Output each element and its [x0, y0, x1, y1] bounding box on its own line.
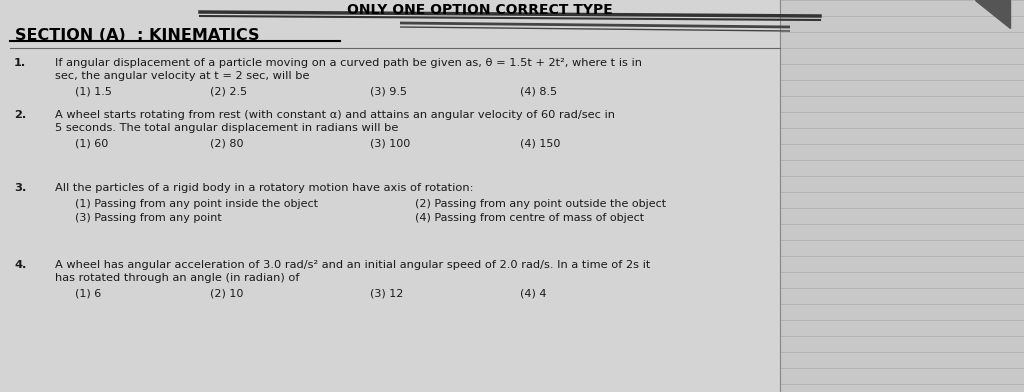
- Text: (1) 6: (1) 6: [75, 288, 101, 298]
- Text: 1.: 1.: [14, 58, 27, 68]
- Text: (3) 9.5: (3) 9.5: [370, 86, 407, 96]
- Bar: [780, 0, 1024, 392]
- Text: (4) 4: (4) 4: [520, 288, 547, 298]
- Text: 2.: 2.: [14, 110, 27, 120]
- Text: (3) 100: (3) 100: [370, 138, 411, 148]
- Text: (2) 2.5: (2) 2.5: [210, 86, 247, 96]
- Text: (3) 12: (3) 12: [370, 288, 403, 298]
- Text: 4.: 4.: [14, 260, 27, 270]
- Text: If angular displacement of a particle moving on a curved path be given as, θ = 1: If angular displacement of a particle mo…: [55, 58, 642, 68]
- Text: All the particles of a rigid body in a rotatory motion have axis of rotation:: All the particles of a rigid body in a r…: [55, 183, 473, 193]
- Text: (3) Passing from any point: (3) Passing from any point: [75, 213, 222, 223]
- Text: (4) 150: (4) 150: [520, 138, 560, 148]
- Text: A wheel starts rotating from rest (with constant α) and attains an angular veloc: A wheel starts rotating from rest (with …: [55, 110, 615, 120]
- Text: has rotated through an angle (in radian) of: has rotated through an angle (in radian)…: [55, 273, 299, 283]
- Text: (1) Passing from any point inside the object: (1) Passing from any point inside the ob…: [75, 199, 318, 209]
- Text: (2) Passing from any point outside the object: (2) Passing from any point outside the o…: [415, 199, 667, 209]
- Text: ONLY ONE OPTION CORRECT TYPE: ONLY ONE OPTION CORRECT TYPE: [347, 3, 613, 17]
- Text: (1) 60: (1) 60: [75, 138, 109, 148]
- Text: A wheel has angular acceleration of 3.0 rad/s² and an initial angular speed of 2: A wheel has angular acceleration of 3.0 …: [55, 260, 650, 270]
- Text: SECTION (A)  : KINEMATICS: SECTION (A) : KINEMATICS: [15, 27, 259, 42]
- Text: (4) Passing from centre of mass of object: (4) Passing from centre of mass of objec…: [415, 213, 644, 223]
- Text: sec, the angular velocity at t = 2 sec, will be: sec, the angular velocity at t = 2 sec, …: [55, 71, 309, 81]
- Bar: [0, 0, 780, 392]
- Polygon shape: [975, 0, 1010, 28]
- Text: (4) 8.5: (4) 8.5: [520, 86, 557, 96]
- Text: 3.: 3.: [14, 183, 27, 193]
- Text: (2) 10: (2) 10: [210, 288, 244, 298]
- Text: (1) 1.5: (1) 1.5: [75, 86, 112, 96]
- Text: (2) 80: (2) 80: [210, 138, 244, 148]
- Text: 5 seconds. The total angular displacement in radians will be: 5 seconds. The total angular displacemen…: [55, 123, 398, 133]
